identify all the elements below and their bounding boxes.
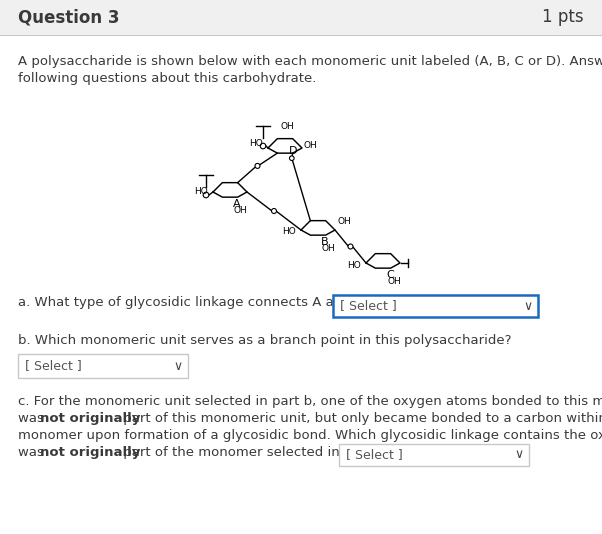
Text: part of the monomer selected in part b?: part of the monomer selected in part b? [119,446,391,459]
Text: OH: OH [280,122,294,131]
Circle shape [348,244,353,249]
Text: HO: HO [194,187,208,197]
Text: [ Select ]: [ Select ] [25,359,82,373]
Text: OH: OH [304,140,318,150]
Text: not originally: not originally [40,412,140,425]
Circle shape [290,156,294,161]
FancyBboxPatch shape [339,444,529,466]
Circle shape [272,208,276,214]
Text: A: A [233,199,241,209]
Text: HO: HO [347,261,361,270]
Text: OH: OH [387,277,401,286]
Text: not originally: not originally [40,446,140,459]
Text: A polysaccharide is shown below with each monomeric unit labeled (A, B, C or D).: A polysaccharide is shown below with eac… [18,55,602,68]
Circle shape [260,143,266,149]
Bar [0,0,602,35]
Text: ∨: ∨ [173,359,182,373]
Text: 1 pts: 1 pts [542,9,584,27]
Circle shape [255,163,260,168]
Text: b. Which monomeric unit serves as a branch point in this polysaccharide?: b. Which monomeric unit serves as a bran… [18,334,512,347]
Text: C: C [386,270,394,280]
Text: was: was [18,412,48,425]
Text: was: was [18,446,48,459]
FancyBboxPatch shape [18,354,188,378]
Text: [ Select ]: [ Select ] [346,449,403,461]
Text: [ Select ]: [ Select ] [340,300,397,312]
FancyBboxPatch shape [333,295,538,317]
Text: D: D [289,146,297,156]
Text: OH: OH [234,206,248,215]
Text: a. What type of glycosidic linkage connects A and B?: a. What type of glycosidic linkage conne… [18,296,371,309]
Text: OH: OH [337,217,351,226]
Text: monomer upon formation of a glycosidic bond. Which glycosidic linkage contains t: monomer upon formation of a glycosidic b… [18,429,602,442]
Text: ∨: ∨ [523,300,533,312]
Text: HO: HO [249,138,263,147]
Text: Question 3: Question 3 [18,9,120,27]
Text: OH: OH [322,245,336,253]
Text: following questions about this carbohydrate.: following questions about this carbohydr… [18,72,317,85]
Text: part of this monomeric unit, but only became bonded to a carbon within this: part of this monomeric unit, but only be… [119,412,602,425]
Circle shape [203,192,209,198]
Text: HO: HO [282,227,296,237]
Text: c. For the monomeric unit selected in part b, one of the oxygen atoms bonded to : c. For the monomeric unit selected in pa… [18,395,602,408]
Text: B: B [321,237,329,247]
Text: ∨: ∨ [515,449,524,461]
